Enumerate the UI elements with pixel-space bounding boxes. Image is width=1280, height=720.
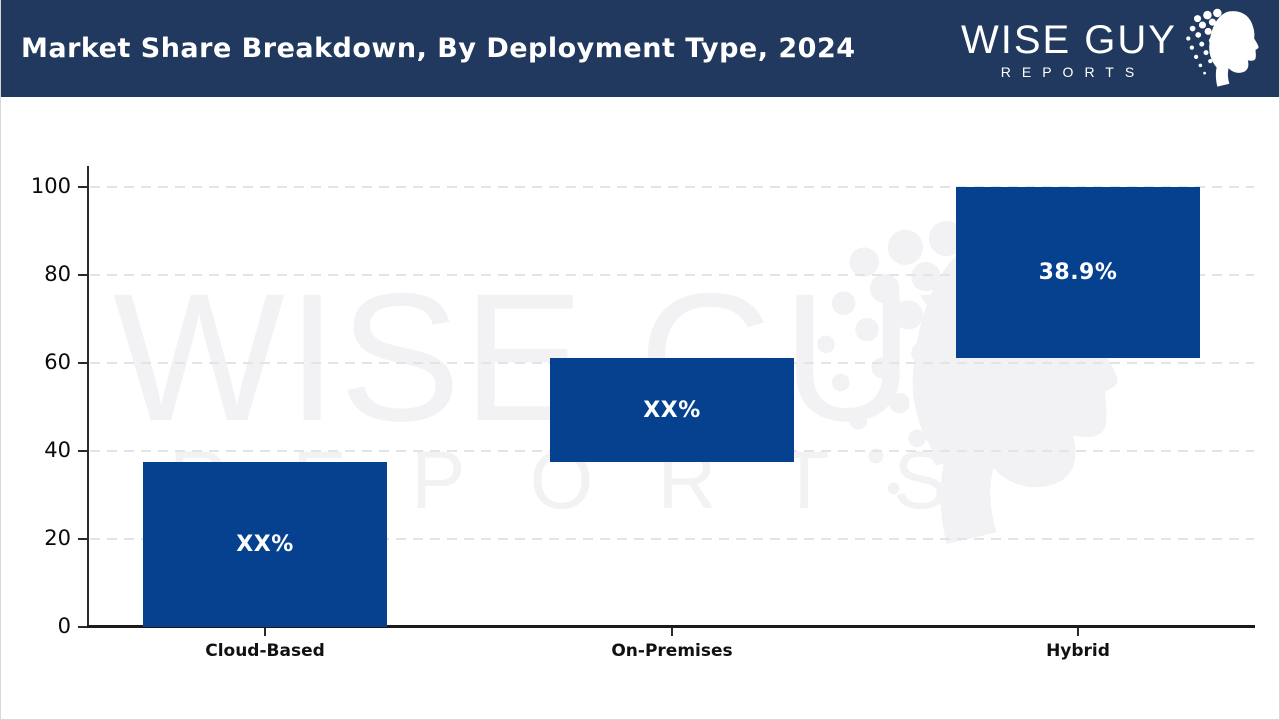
y-tick-mark (78, 450, 87, 452)
x-category-label: Cloud-Based (205, 641, 325, 661)
y-tick-mark (78, 538, 87, 540)
x-category-label: On-Premises (611, 641, 733, 661)
bar-value-label: XX% (236, 532, 294, 557)
logo-head-icon (1186, 8, 1259, 87)
y-tick-mark (78, 186, 87, 188)
y-tick-label: 0 (57, 614, 71, 638)
x-axis-line (87, 625, 1255, 628)
y-tick-label: 40 (44, 438, 71, 462)
y-tick-mark (78, 626, 87, 628)
x-category-label: Hybrid (1046, 641, 1110, 661)
y-tick-label: 60 (44, 350, 71, 374)
x-tick-mark (264, 628, 266, 636)
bar-hybrid: 38.9% (956, 187, 1200, 358)
logo-text: WISE GUY REPORTS (961, 20, 1177, 80)
y-gridline (90, 274, 1254, 276)
y-tick-mark (78, 362, 87, 364)
bar-on-premises: XX% (550, 358, 794, 462)
logo-reports-text: REPORTS (1000, 64, 1146, 80)
y-tick-mark (78, 274, 87, 276)
logo-wiseguy-text: WISE GUY (960, 18, 1177, 62)
y-axis-line (87, 166, 89, 627)
wiseguy-logo: WISE GUY REPORTS (961, 4, 1269, 92)
x-tick-mark (671, 628, 673, 636)
y-gridline (90, 538, 1254, 540)
y-tick-label: 100 (30, 174, 71, 198)
bar-value-label: 38.9% (1038, 260, 1118, 285)
x-tick-mark (1077, 628, 1079, 636)
y-gridline (90, 186, 1254, 188)
y-tick-label: 20 (44, 526, 71, 550)
bar-value-label: XX% (643, 397, 701, 423)
y-tick-label: 80 (44, 262, 71, 286)
bar-cloud-based: XX% (143, 462, 387, 627)
chart-title: Market Share Breakdown, By Deployment Ty… (21, 33, 856, 64)
header-bar: Market Share Breakdown, By Deployment Ty… (1, 0, 1279, 97)
